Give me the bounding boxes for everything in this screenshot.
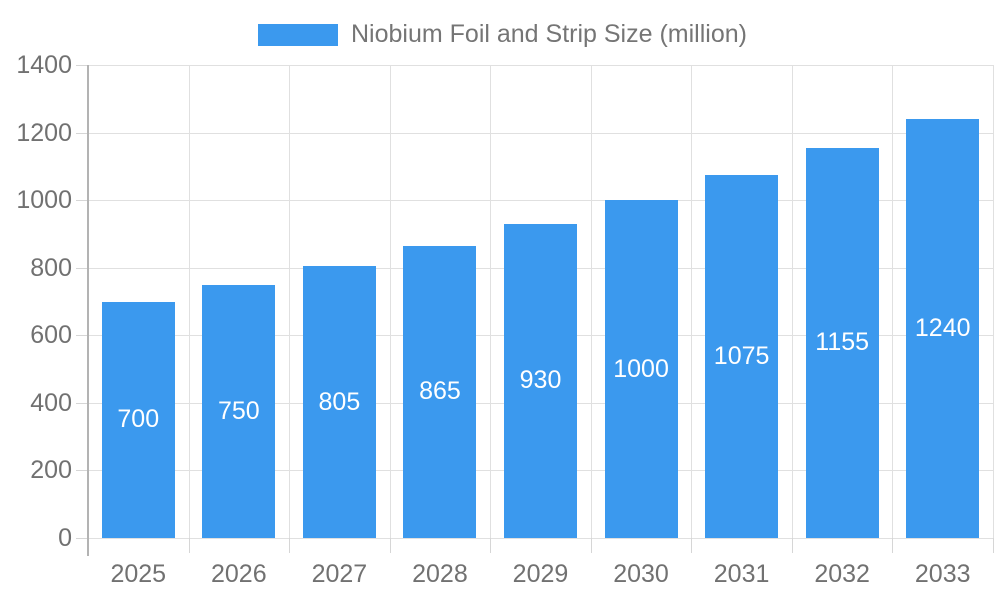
x-tick-label: 2030 <box>613 560 669 588</box>
gridline-vertical <box>490 65 492 538</box>
x-axis-tick-mark <box>892 538 894 553</box>
legend: Niobium Foil and Strip Size (million) <box>258 20 747 49</box>
gridline-horizontal <box>88 200 993 202</box>
y-axis-tick-mark <box>76 65 88 66</box>
x-tick-label: 2028 <box>412 560 468 588</box>
bar: 1155 <box>805 147 879 538</box>
bar: 930 <box>504 223 577 538</box>
gridline-vertical <box>188 65 190 538</box>
x-axis-tick-mark <box>993 538 994 553</box>
y-tick-label: 400 <box>30 388 72 417</box>
bar-value-label: 805 <box>318 387 361 416</box>
x-axis-tick-mark <box>590 538 592 553</box>
gridline-vertical <box>289 65 291 538</box>
x-tick-label: 2026 <box>211 560 267 588</box>
x-axis-tick-mark <box>188 538 190 553</box>
bar: 805 <box>302 266 376 538</box>
bar-value-label: 1240 <box>914 314 971 343</box>
bar: 1000 <box>604 200 678 538</box>
legend-swatch <box>258 23 338 46</box>
y-tick-label: 800 <box>30 253 72 282</box>
y-axis-line <box>87 65 89 556</box>
x-axis-tick-mark <box>289 538 291 553</box>
legend-label: Niobium Foil and Strip Size (million) <box>351 20 747 48</box>
gridline-vertical <box>791 65 793 538</box>
bar-value-label: 1155 <box>815 328 870 357</box>
bar: 1240 <box>906 119 980 538</box>
y-axis-tick-mark <box>76 402 88 404</box>
bar-value-label: 865 <box>419 377 461 406</box>
x-tick-label: 2031 <box>713 560 770 588</box>
gridline-horizontal <box>88 132 993 134</box>
gridline-vertical <box>691 65 693 538</box>
x-axis-tick-mark <box>691 538 693 553</box>
y-axis-tick-mark <box>76 132 88 134</box>
x-axis-tick-mark <box>389 538 391 553</box>
x-tick-label: 2032 <box>814 560 870 588</box>
x-tick-label: 2025 <box>110 560 167 588</box>
y-tick-label: 600 <box>30 321 72 350</box>
gridline-vertical <box>590 65 592 538</box>
y-axis-tick-mark <box>76 470 88 472</box>
bar-value-label: 1075 <box>713 341 770 370</box>
bar: 750 <box>202 284 276 538</box>
y-tick-label: 1200 <box>16 118 72 147</box>
y-tick-label: 0 <box>58 524 72 552</box>
bar-value-label: 700 <box>117 405 160 434</box>
y-tick-label: 1400 <box>16 51 72 79</box>
gridline-vertical <box>993 65 994 538</box>
y-axis-tick-mark <box>76 267 88 269</box>
bar: 865 <box>403 245 477 538</box>
y-tick-label: 200 <box>30 456 72 485</box>
x-tick-label: 2029 <box>512 560 569 588</box>
x-tick-label: 2027 <box>311 560 368 588</box>
bar: 1075 <box>705 174 779 538</box>
bar-value-label: 1000 <box>613 354 669 383</box>
x-axis-tick-mark <box>490 538 492 553</box>
y-tick-label: 1000 <box>16 186 72 215</box>
x-tick-label: 2033 <box>914 560 971 588</box>
bar-value-label: 930 <box>519 366 562 395</box>
bar-value-label: 750 <box>217 396 260 425</box>
bar: 700 <box>101 301 175 538</box>
y-axis-tick-mark <box>76 538 88 539</box>
gridline-vertical <box>389 65 391 538</box>
gridline-horizontal <box>88 538 993 539</box>
x-axis-tick-mark <box>791 538 793 553</box>
gridline-vertical <box>892 65 894 538</box>
y-axis-tick-mark <box>76 335 88 337</box>
y-axis-tick-mark <box>76 200 88 202</box>
gridline-horizontal <box>88 65 993 66</box>
